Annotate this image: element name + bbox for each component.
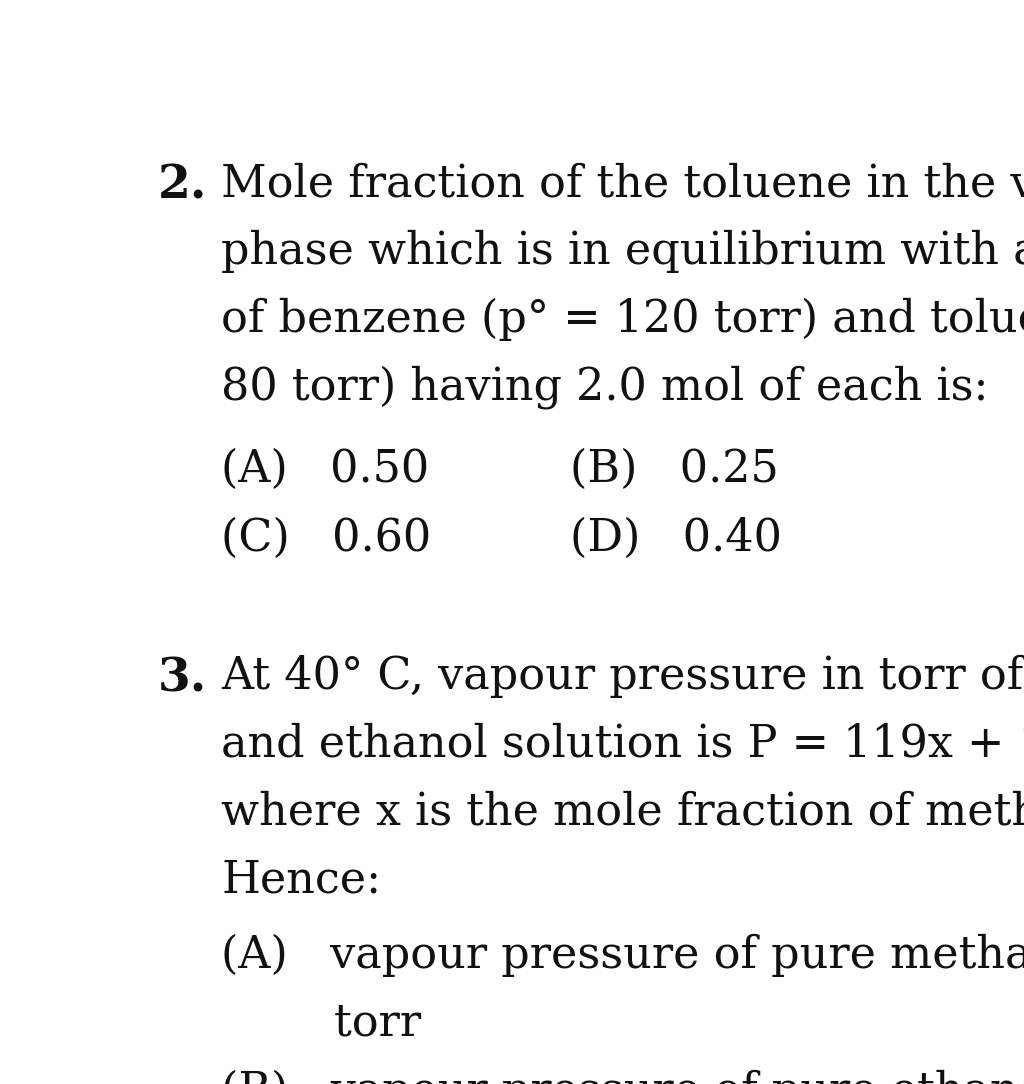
Text: and ethanol solution is P = 119x + 135,: and ethanol solution is P = 119x + 135, (221, 723, 1024, 766)
Text: (B)   0.25: (B) 0.25 (569, 448, 778, 490)
Text: (C)   0.60: (C) 0.60 (221, 517, 431, 559)
Text: torr: torr (221, 1002, 421, 1045)
Text: 3.: 3. (158, 655, 207, 701)
Text: 80 torr) having 2.0 mol of each is:: 80 torr) having 2.0 mol of each is: (221, 365, 988, 410)
Text: Hence:: Hence: (221, 859, 381, 902)
Text: phase which is in equilibrium with a solution: phase which is in equilibrium with a sol… (221, 230, 1024, 273)
Text: where x is the mole fraction of methanol.: where x is the mole fraction of methanol… (221, 790, 1024, 834)
Text: (A)   vapour pressure of pure methanol is 119: (A) vapour pressure of pure methanol is … (221, 934, 1024, 977)
Text: (A)   0.50: (A) 0.50 (221, 448, 429, 490)
Text: 2.: 2. (158, 163, 207, 208)
Text: of benzene (p° = 120 torr) and toluene (p° =: of benzene (p° = 120 torr) and toluene (… (221, 298, 1024, 341)
Text: At 40° C, vapour pressure in torr of methanol: At 40° C, vapour pressure in torr of met… (221, 655, 1024, 698)
Text: Mole fraction of the toluene in the vapour: Mole fraction of the toluene in the vapo… (221, 163, 1024, 206)
Text: (D)   0.40: (D) 0.40 (569, 517, 781, 559)
Text: (B)   vapour pressure of pure ethanol is 135: (B) vapour pressure of pure ethanol is 1… (221, 1070, 1024, 1084)
